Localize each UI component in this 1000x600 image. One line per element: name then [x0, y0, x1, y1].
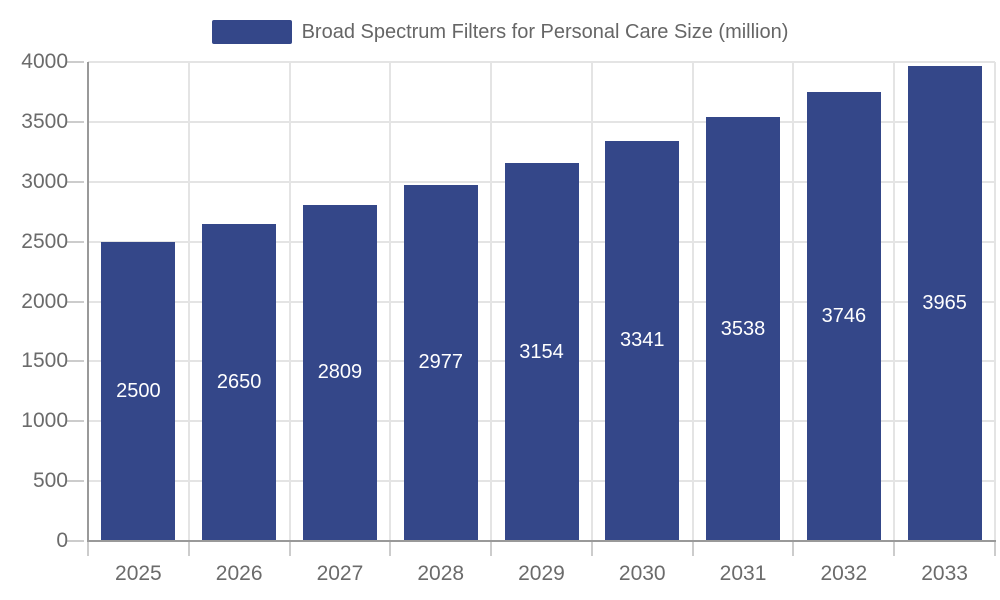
x-axis-label: 2028 — [417, 562, 465, 585]
y-axis-tick — [67, 240, 84, 243]
x-gridline — [792, 62, 795, 541]
bar-value-label: 3341 — [620, 329, 665, 352]
x-axis-tick — [590, 541, 593, 556]
x-axis-tick — [893, 541, 896, 556]
bar-value-label: 3746 — [821, 305, 867, 328]
x-gridline — [994, 62, 996, 541]
bar-2028[interactable]: 2977 — [403, 184, 478, 541]
y-gridline — [88, 61, 995, 63]
bar-2032[interactable]: 3746 — [806, 92, 881, 541]
x-gridline — [590, 62, 593, 541]
x-axis-tick — [87, 541, 89, 556]
y-axis-tick — [67, 300, 84, 303]
x-axis-label: 2032 — [820, 562, 868, 585]
y-axis-tick — [67, 61, 84, 63]
bar-2030[interactable]: 3341 — [605, 140, 680, 541]
bar-2029[interactable]: 3154 — [504, 163, 579, 541]
x-gridline — [389, 62, 392, 541]
y-axis-label: 4000 — [21, 50, 68, 73]
x-axis-label: 2026 — [215, 562, 263, 585]
y-gridline — [88, 120, 995, 123]
bar-value-label: 2809 — [317, 361, 363, 384]
legend-swatch — [211, 20, 292, 44]
bar-2031[interactable]: 3538 — [706, 117, 781, 541]
legend-item[interactable]: Broad Spectrum Filters for Personal Care… — [0, 18, 1000, 46]
bar-value-label: 2650 — [216, 370, 262, 393]
x-axis-label: 2027 — [316, 562, 364, 585]
y-axis-tick — [67, 420, 84, 423]
x-axis-label: 2033 — [921, 562, 968, 585]
x-axis-tick — [187, 541, 190, 556]
y-axis-tick — [67, 120, 84, 123]
x-axis-tick — [490, 541, 493, 556]
y-axis-tick — [67, 180, 84, 183]
x-gridline — [893, 62, 896, 541]
bar-value-label: 3965 — [922, 292, 967, 315]
y-axis-label: 3000 — [21, 169, 68, 193]
y-axis-line — [87, 62, 89, 541]
bar-2033[interactable]: 3965 — [907, 66, 982, 541]
bar-2027[interactable]: 2809 — [302, 204, 377, 541]
y-axis-label: 3500 — [21, 109, 68, 133]
x-gridline — [490, 62, 493, 541]
x-axis-tick — [288, 541, 291, 556]
x-axis-label: 2030 — [618, 562, 666, 585]
y-axis-label: 1500 — [21, 349, 68, 373]
legend-label: Broad Spectrum Filters for Personal Care… — [301, 21, 789, 43]
x-axis-label: 2025 — [115, 562, 162, 585]
bar-2026[interactable]: 2650 — [202, 223, 277, 541]
x-axis-tick — [994, 541, 996, 556]
bar-value-label: 2500 — [116, 379, 161, 402]
x-axis-tick — [389, 541, 392, 556]
x-axis-tick — [691, 541, 694, 556]
y-axis-tick — [67, 360, 84, 363]
bar-value-label: 3538 — [720, 317, 766, 340]
bar-value-label: 3154 — [519, 340, 564, 363]
bar-2025[interactable]: 2500 — [101, 241, 176, 541]
x-axis-line — [87, 540, 996, 542]
x-axis-tick — [792, 541, 795, 556]
y-axis-label: 500 — [32, 469, 68, 493]
x-gridline — [187, 62, 190, 541]
y-axis-label: 1000 — [21, 409, 68, 433]
y-axis-label: 2000 — [21, 289, 68, 313]
y-axis-label: 0 — [56, 529, 68, 552]
y-axis-label: 2500 — [21, 229, 68, 253]
y-axis-tick — [67, 540, 84, 542]
y-axis-tick — [67, 480, 84, 483]
x-gridline — [288, 62, 291, 541]
bar-value-label: 2977 — [418, 351, 463, 374]
x-axis-label: 2029 — [518, 562, 565, 585]
x-axis-label: 2031 — [719, 562, 767, 585]
x-gridline — [691, 62, 694, 541]
